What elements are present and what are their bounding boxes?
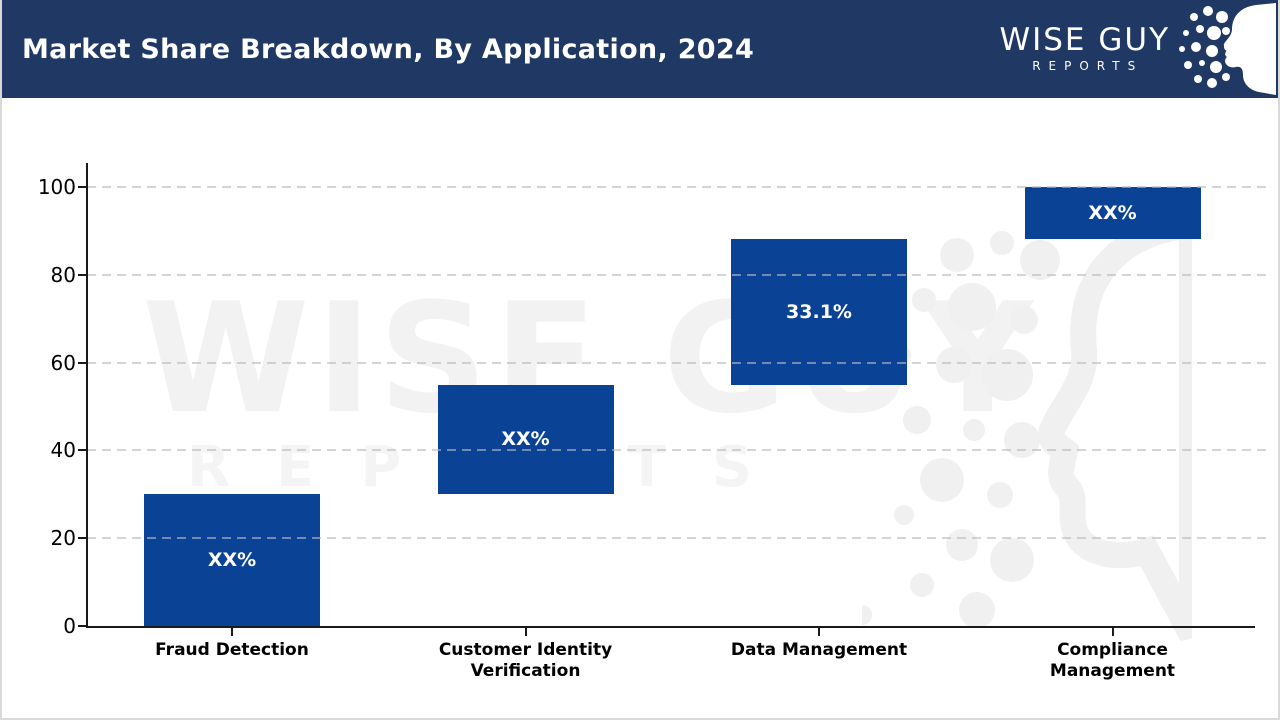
bar-data-management <box>731 239 907 385</box>
x-tick-mark <box>1111 628 1114 636</box>
y-tick-mark <box>78 449 86 452</box>
y-tick-mark <box>78 625 86 627</box>
bar-value-label: XX% <box>207 549 257 572</box>
gridline <box>87 537 1266 540</box>
watermark-head-dots <box>862 215 1192 642</box>
x-axis-line <box>86 626 1255 628</box>
gridline <box>87 361 1266 364</box>
y-tick-mark <box>78 186 86 188</box>
bar-fraud-detection <box>144 494 320 626</box>
bar-value-label: XX% <box>501 428 550 451</box>
y-tick-label: 20 <box>50 526 76 551</box>
bar-compliance-management <box>1024 187 1201 240</box>
x-category-label: Compliance Management <box>1049 640 1176 682</box>
x-tick-mark <box>524 628 527 636</box>
x-category-label: Customer Identity Verification <box>438 640 613 682</box>
bar-customer-identity-verification <box>437 384 614 495</box>
page-title: Market Share Breakdown, By Application, … <box>22 33 755 65</box>
y-tick-mark <box>78 273 86 276</box>
x-category-label: Data Management <box>730 640 908 660</box>
y-axis-line <box>86 163 88 628</box>
y-tick-label: 60 <box>50 350 76 375</box>
y-tick-label: 100 <box>37 175 76 199</box>
gridline <box>87 449 1266 452</box>
logo-subtitle: REPORTS <box>1032 59 1144 73</box>
y-tick-label: 80 <box>50 262 76 287</box>
gridline <box>87 186 1266 188</box>
header: Market Share Breakdown, By Application, … <box>2 0 1278 98</box>
bar-value-label: XX% <box>1088 202 1137 225</box>
logo-wordmark: WISE GUY <box>999 22 1170 58</box>
y-tick-label: 40 <box>50 438 76 463</box>
logo-text: WISE GUY REPORTS <box>999 22 1170 74</box>
y-tick-mark <box>78 361 86 364</box>
bar-value-label: 33.1% <box>786 300 852 323</box>
x-category-label: Fraud Detection <box>155 640 309 660</box>
logo-head-icon <box>1179 3 1276 95</box>
y-tick-mark <box>78 537 86 540</box>
y-tick-label: 0 <box>63 614 76 638</box>
gridline <box>87 273 1266 276</box>
wise-guy-reports-logo: WISE GUY REPORTS <box>999 3 1278 95</box>
x-tick-mark <box>818 628 820 636</box>
x-tick-mark <box>231 628 233 636</box>
